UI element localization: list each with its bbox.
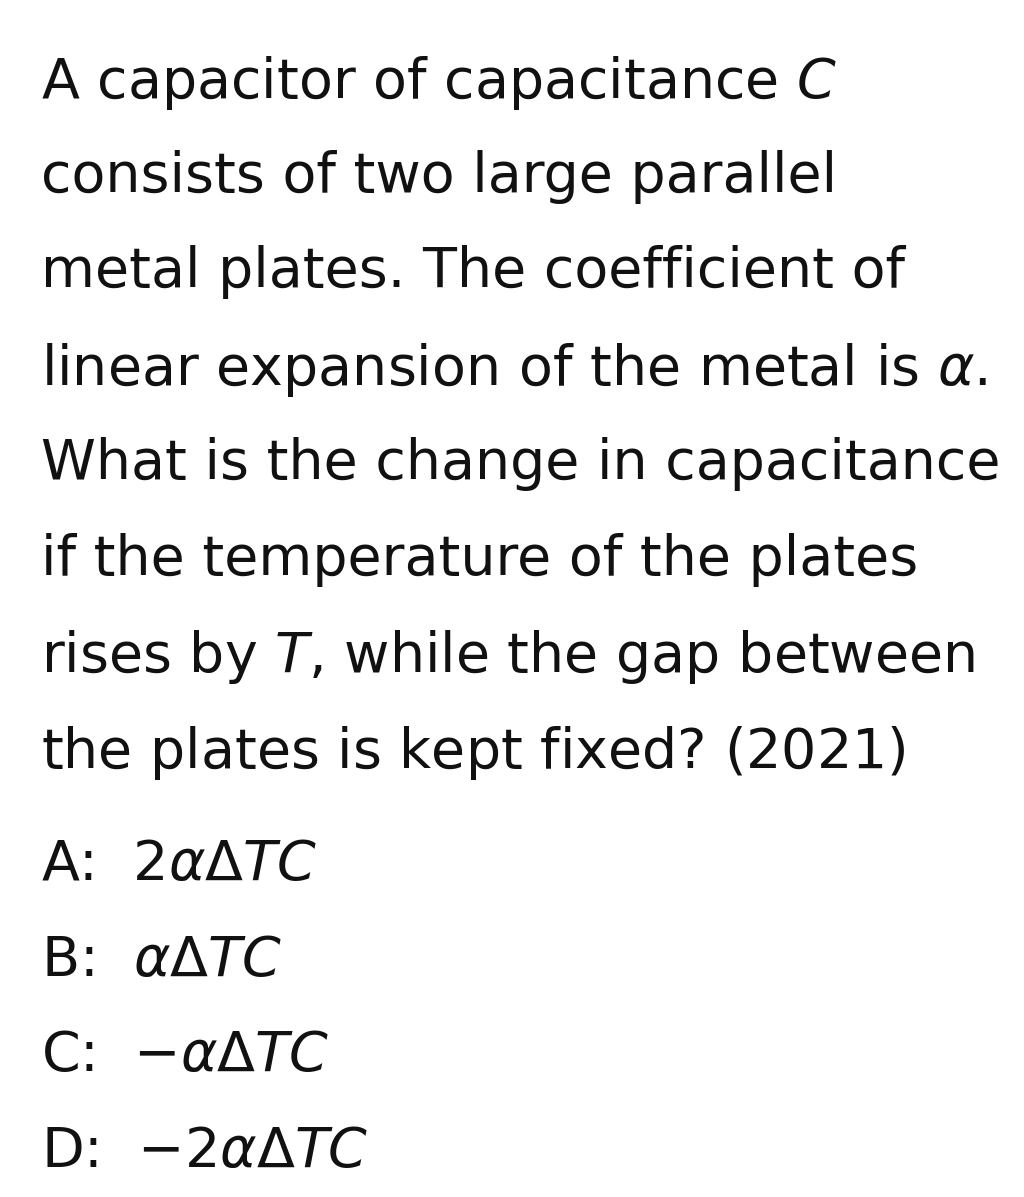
Text: A:  $2\alpha\Delta TC$: A: $2\alpha\Delta TC$ — [41, 838, 317, 892]
Text: B:  $\alpha\Delta TC$: B: $\alpha\Delta TC$ — [41, 934, 282, 988]
Text: What is the change in capacitance: What is the change in capacitance — [41, 437, 1000, 491]
Text: A capacitor of capacitance $C$: A capacitor of capacitance $C$ — [41, 54, 837, 111]
Text: consists of two large parallel: consists of two large parallel — [41, 150, 837, 203]
Text: D:  $-2\alpha\Delta TC$: D: $-2\alpha\Delta TC$ — [41, 1125, 369, 1179]
Text: C:  $-\alpha\Delta TC$: C: $-\alpha\Delta TC$ — [41, 1029, 329, 1083]
Text: if the temperature of the plates: if the temperature of the plates — [41, 533, 919, 587]
Text: linear expansion of the metal is $\alpha$.: linear expansion of the metal is $\alpha… — [41, 341, 987, 399]
Text: the plates is kept fixed? $(2021)$: the plates is kept fixed? $(2021)$ — [41, 724, 906, 782]
Text: metal plates. The coefficient of: metal plates. The coefficient of — [41, 245, 905, 299]
Text: rises by $T$, while the gap between: rises by $T$, while the gap between — [41, 628, 975, 686]
